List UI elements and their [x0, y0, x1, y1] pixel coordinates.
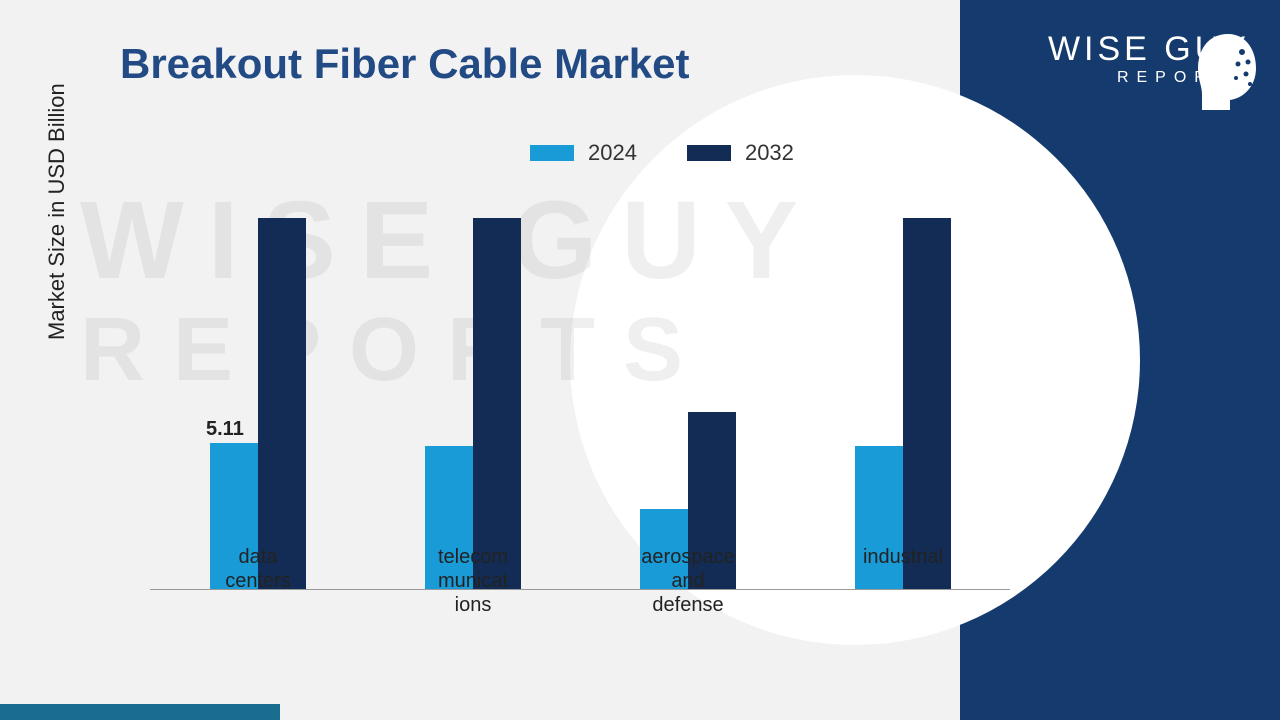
- chart: Market Size in USD Billion 2024 2032 dat…: [60, 140, 1020, 700]
- x-label-data_centers: datacenters: [193, 545, 323, 593]
- legend-item-2024: 2024: [530, 140, 637, 166]
- legend-label-2032: 2032: [745, 140, 794, 166]
- accent-bottom-bar: [0, 704, 280, 720]
- plot-area: [150, 190, 1010, 590]
- x-label-telecom: telecommunications: [408, 545, 538, 617]
- bar-industrial-2032: [903, 218, 951, 589]
- chart-title: Breakout Fiber Cable Market: [120, 40, 690, 88]
- value-label-data_centers-2024: 5.11: [206, 418, 244, 441]
- legend-label-2024: 2024: [588, 140, 637, 166]
- bar-group-industrial: [855, 218, 951, 589]
- bar-telecom-2032: [473, 218, 521, 589]
- x-label-industrial: industrial: [838, 545, 968, 569]
- brand-head-icon: [1192, 28, 1264, 116]
- legend-item-2032: 2032: [687, 140, 794, 166]
- bar-group-data_centers: [210, 218, 306, 589]
- y-axis-label: Market Size in USD Billion: [44, 83, 70, 340]
- x-label-aerospace: aerospaceanddefense: [623, 545, 753, 617]
- page: WISE GUY REPORTS Breakout Fiber Cable Ma…: [0, 0, 1280, 720]
- bar-data_centers-2032: [258, 218, 306, 589]
- bar-group-telecom: [425, 218, 521, 589]
- legend: 2024 2032: [530, 140, 794, 166]
- legend-swatch-2032: [687, 145, 731, 161]
- legend-swatch-2024: [530, 145, 574, 161]
